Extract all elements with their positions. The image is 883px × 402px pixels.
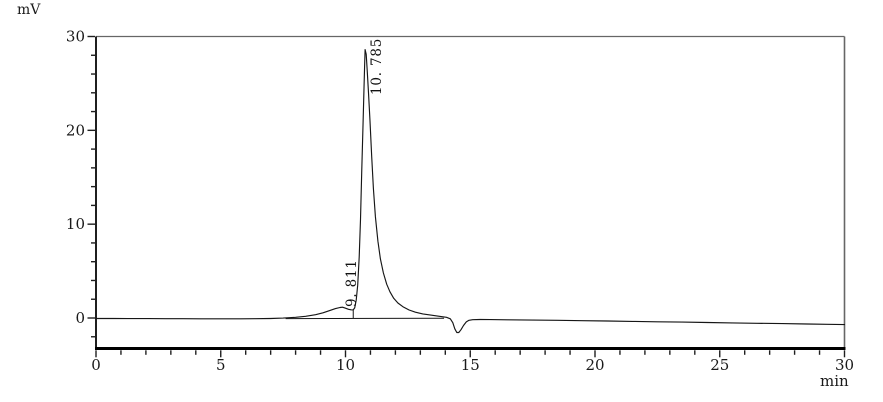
y-axis-unit-label: mV [17, 2, 41, 18]
peak-retention-time-label: 10. 785 [369, 38, 385, 95]
x-axis-tick-label: 25 [710, 356, 729, 374]
y-axis-tick-label: 20 [66, 121, 85, 139]
y-axis-tick-label: 30 [66, 28, 85, 46]
x-axis-tick-label: 0 [91, 356, 101, 374]
x-axis-tick-label: 5 [216, 356, 226, 374]
y-axis-tick-label: 0 [75, 309, 85, 327]
x-axis-tick-label: 10 [336, 356, 355, 374]
peak-retention-time-label: 9. 811 [344, 259, 360, 307]
x-axis-tick-label: 30 [835, 356, 854, 374]
x-axis-tick-label: 20 [585, 356, 604, 374]
x-axis-unit-label: min [820, 372, 849, 390]
chromatogram-trace [95, 49, 846, 334]
x-axis-tick-label: 15 [461, 356, 480, 374]
y-axis-tick-label: 10 [66, 215, 85, 233]
